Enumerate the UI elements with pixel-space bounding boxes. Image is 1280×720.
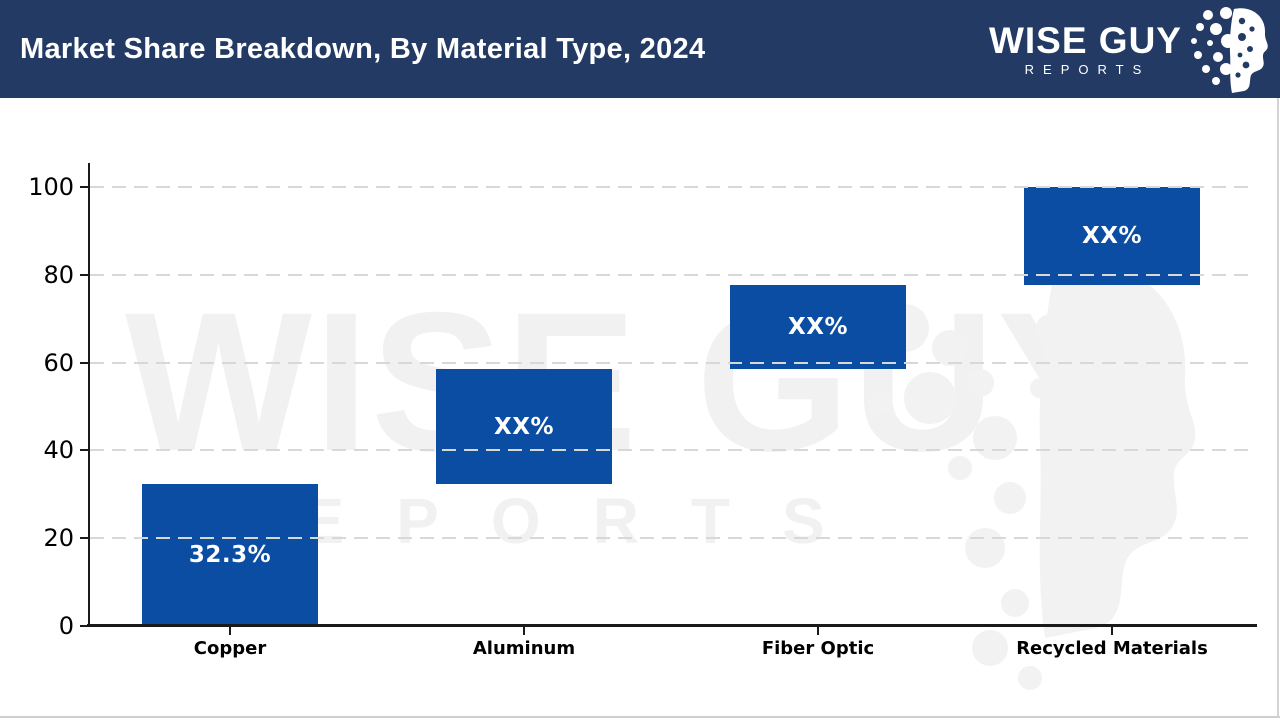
x-category-label-recycled-materials: Recycled Materials <box>1016 638 1208 659</box>
y-tick-mark-20 <box>80 536 88 539</box>
gridline-y-60 <box>90 361 1256 364</box>
bar-value-label: XX% <box>787 314 848 341</box>
gridline-y-40 <box>90 449 1256 452</box>
y-tick-mark-0 <box>80 624 88 627</box>
x-axis-line <box>87 624 1257 627</box>
brand-logo: WISE GUY REPORTS <box>989 0 1272 98</box>
bar-value-label: XX% <box>1081 223 1142 250</box>
brand-name: WISE GUY <box>988 20 1182 61</box>
y-tick-label-0: 0 <box>58 611 74 640</box>
y-tick-mark-60 <box>80 361 88 364</box>
bar-recycled-materials: XX% <box>1024 187 1200 286</box>
x-tick-mark-2 <box>523 627 525 635</box>
x-tick-mark-3 <box>817 627 819 635</box>
x-tick-mark-1 <box>229 627 231 635</box>
gridline-y-80 <box>90 273 1256 276</box>
y-tick-label-60: 60 <box>43 348 74 377</box>
bar-copper: 32.3% <box>142 483 318 626</box>
x-category-label-copper: Copper <box>193 638 267 659</box>
x-category-label-fiber-optic: Fiber Optic <box>761 638 875 659</box>
gridline-y-100 <box>90 186 1256 189</box>
head-logo-icon <box>1191 7 1268 94</box>
y-tick-label-80: 80 <box>43 260 74 289</box>
y-tick-mark-80 <box>80 273 88 276</box>
header: Market Share Breakdown, By Material Type… <box>0 0 1280 98</box>
plot-area: WISE GUY REPORTS 32.3% XX% XX% XX% 0 20 40 60 8… <box>0 98 1280 718</box>
page-title: Market Share Breakdown, By Material Type… <box>20 32 706 65</box>
brand-subtitle: REPORTS <box>1024 62 1151 77</box>
bottom-border-line <box>0 716 1280 718</box>
y-tick-mark-40 <box>80 449 88 452</box>
y-axis-line <box>88 163 90 627</box>
bar-fiber-optic: XX% <box>730 285 906 370</box>
y-tick-mark-100 <box>80 186 88 189</box>
y-tick-label-40: 40 <box>43 436 74 465</box>
bar-value-label: 32.3% <box>188 541 272 568</box>
x-tick-mark-4 <box>1111 627 1113 635</box>
y-tick-label-20: 20 <box>43 523 74 552</box>
bar-aluminum: XX% <box>436 369 612 484</box>
right-border-line <box>1277 98 1279 717</box>
gridline-y-20 <box>90 536 1256 539</box>
brand-logo-text: WISE GUY REPORTS <box>989 22 1182 76</box>
x-category-label-aluminum: Aluminum <box>472 638 576 659</box>
y-tick-label-100: 100 <box>28 173 74 202</box>
bar-value-label: XX% <box>493 413 554 440</box>
